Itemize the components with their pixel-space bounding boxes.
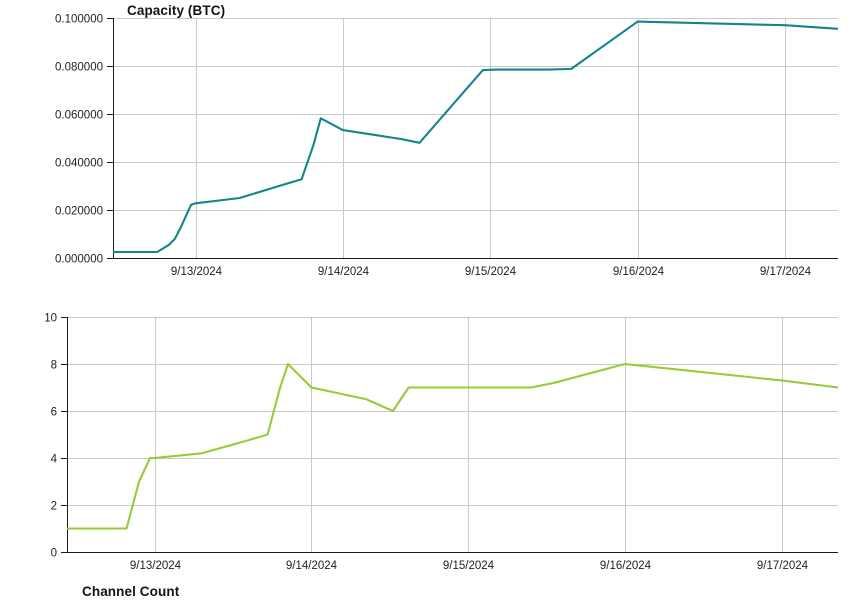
y-axis-tick-label: 0.060000 [55, 110, 103, 122]
capacity-plot: 0.000000 0.020000 0.040000 0.060000 0.080000… [55, 14, 839, 278]
x-axis-tick-label: 9/17/2024 [757, 560, 809, 572]
channel-count-chart-panel: Channel Count 0 2 4 6 8 10 9/13/2024 9/14/2024 9… [0, 290, 860, 600]
series-line-channel_count [67, 362, 839, 530]
y-axis-tick-label: 4 [51, 454, 58, 466]
y-axis-tick-label: 0.020000 [55, 206, 103, 218]
y-axis-tick-label: 0.000000 [55, 254, 103, 266]
x-axis-tick-label: 9/13/2024 [130, 560, 182, 572]
y-axis-tick-label: 6 [51, 407, 57, 419]
capacity-chart-title: Capacity (BTC) [127, 3, 226, 18]
y-axis-tick-label: 0.080000 [55, 62, 103, 74]
capacity-chart-panel: Capacity (BTC) 0.000000 0.020000 0.040000 0… [55, 3, 839, 278]
x-axis-tick-label: 9/16/2024 [613, 266, 665, 278]
channel-count-chart-title: Channel Count [82, 584, 180, 599]
x-axis-tick-label: 9/14/2024 [318, 266, 370, 278]
y-axis-tick-label: 0.100000 [55, 14, 103, 26]
x-axis-tick-label: 9/15/2024 [465, 266, 517, 278]
channel-count-plot: 0 2 4 6 8 10 9/13/2024 9/14/2024 9/15/2024 9/16/2… [44, 313, 839, 572]
x-axis-tick-label: 9/13/2024 [171, 266, 223, 278]
series-line-capacity [113, 20, 839, 254]
x-axis-tick-label: 9/14/2024 [286, 560, 338, 572]
y-axis-tick-label: 10 [44, 313, 57, 325]
y-axis-tick-label: 8 [51, 360, 57, 372]
y-axis-tick-label: 2 [51, 501, 57, 513]
x-axis-tick-label: 9/15/2024 [443, 560, 495, 572]
x-axis-tick-label: 9/16/2024 [600, 560, 652, 572]
y-axis-tick-label: 0 [51, 548, 57, 560]
y-axis-tick-label: 0.040000 [55, 158, 103, 170]
x-axis-tick-label: 9/17/2024 [760, 266, 812, 278]
